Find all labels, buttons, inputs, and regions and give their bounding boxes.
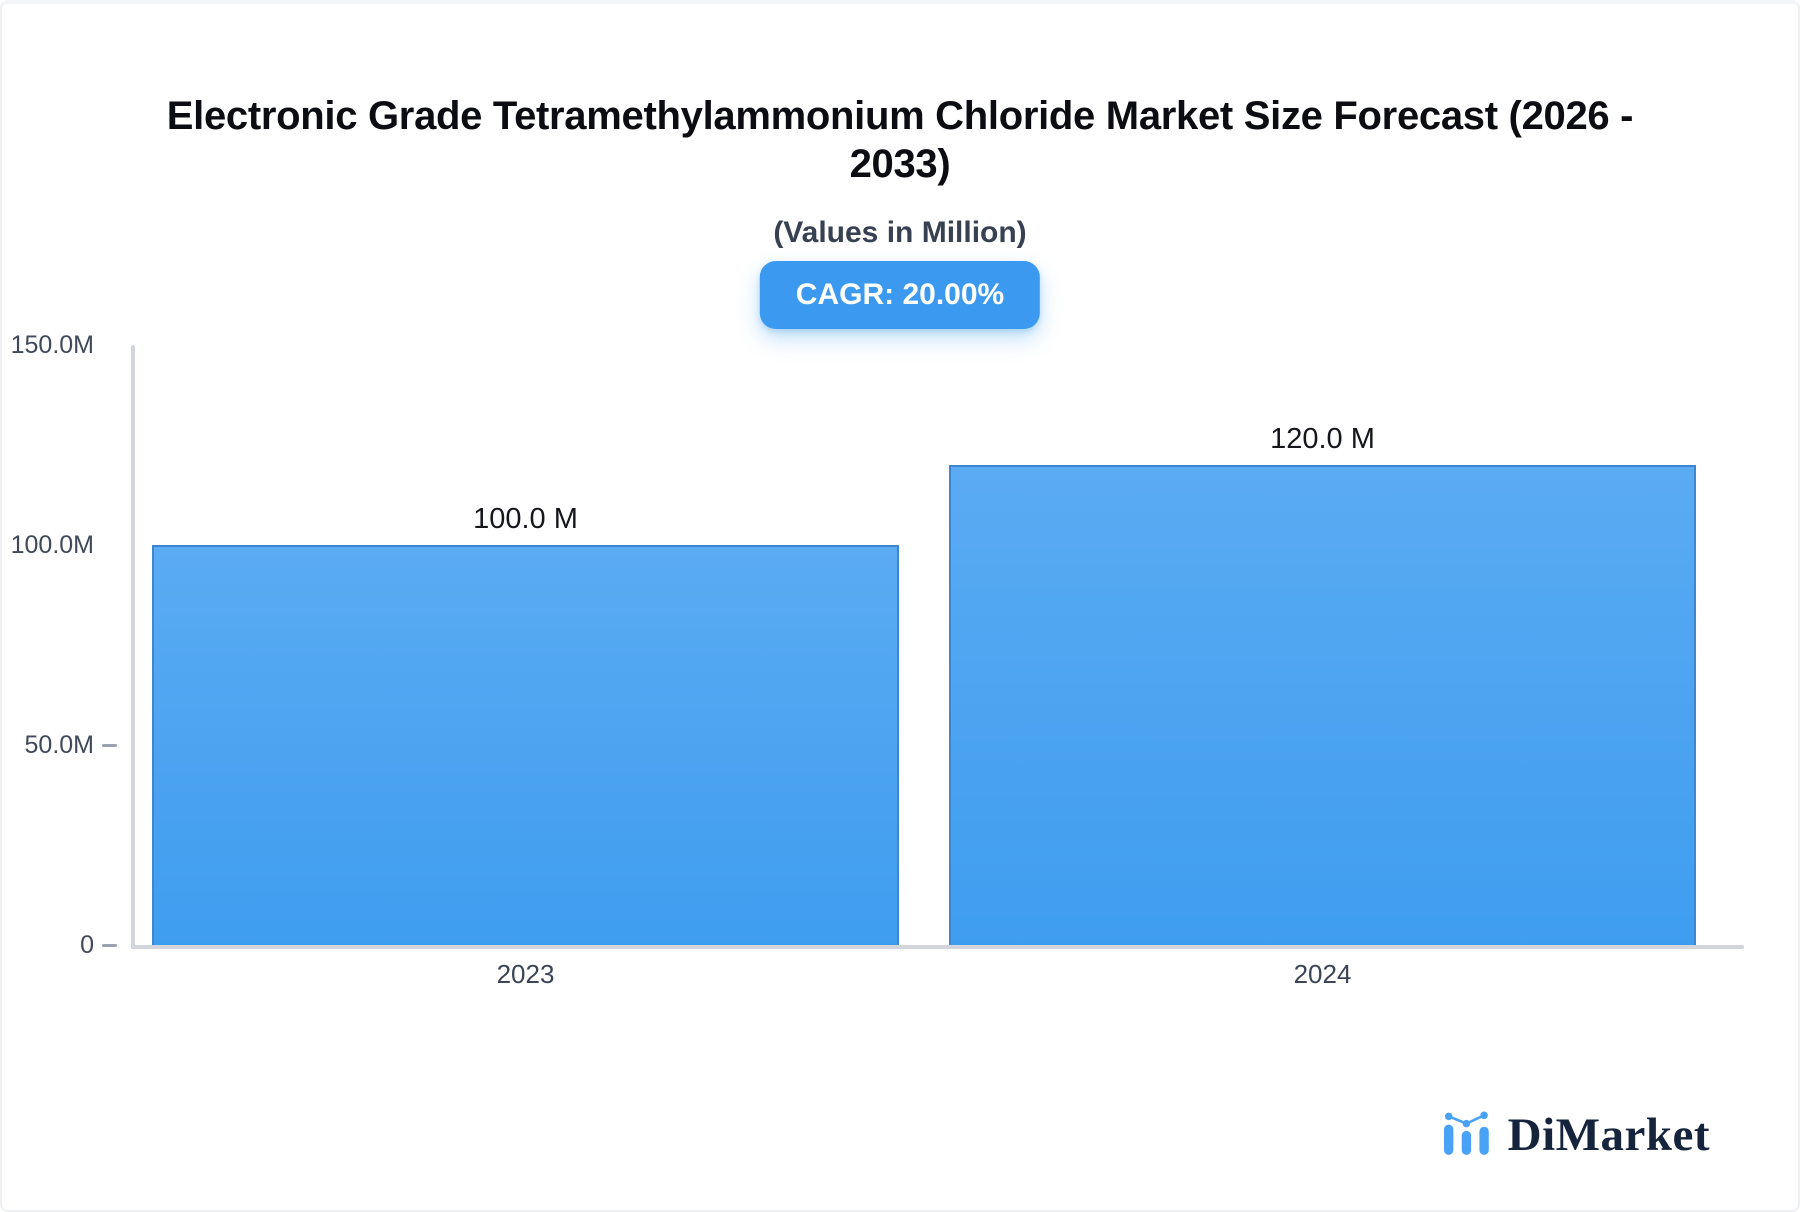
y-axis-line — [131, 345, 135, 949]
bar-value-label: 120.0 M — [1270, 423, 1375, 455]
y-axis-tick-label: 0 — [80, 931, 94, 959]
y-axis-tick-mark — [102, 744, 117, 747]
y-axis-tick-mark — [102, 944, 117, 947]
x-axis-line — [131, 945, 1744, 949]
chart-title: Electronic Grade Tetramethylammonium Chl… — [102, 92, 1698, 188]
y-axis-tick-label: 50.0M — [24, 731, 94, 759]
bar-line-chart-icon — [1443, 1111, 1494, 1160]
bar-2023[interactable] — [152, 545, 899, 945]
x-axis-category-label: 2024 — [1293, 959, 1352, 989]
y-axis-tick-label: 100.0M — [10, 531, 94, 559]
chart-title-line-1: Electronic Grade Tetramethylammonium Chl… — [166, 94, 1634, 138]
cagr-badge: CAGR: 20.00% — [759, 261, 1041, 329]
dimarket-logo-text: DiMarket — [1507, 1109, 1710, 1161]
dimarket-logo[interactable]: DiMarket — [1443, 1109, 1710, 1161]
chart-subtitle: (Values in Million) — [773, 216, 1027, 249]
bar-value-label: 100.0 M — [473, 503, 578, 535]
chart-title-line-2: 2033) — [849, 142, 951, 186]
y-axis-tick-label: 150.0M — [10, 331, 94, 359]
x-axis-category-label: 2023 — [496, 959, 555, 989]
bar-2024[interactable] — [949, 465, 1696, 945]
